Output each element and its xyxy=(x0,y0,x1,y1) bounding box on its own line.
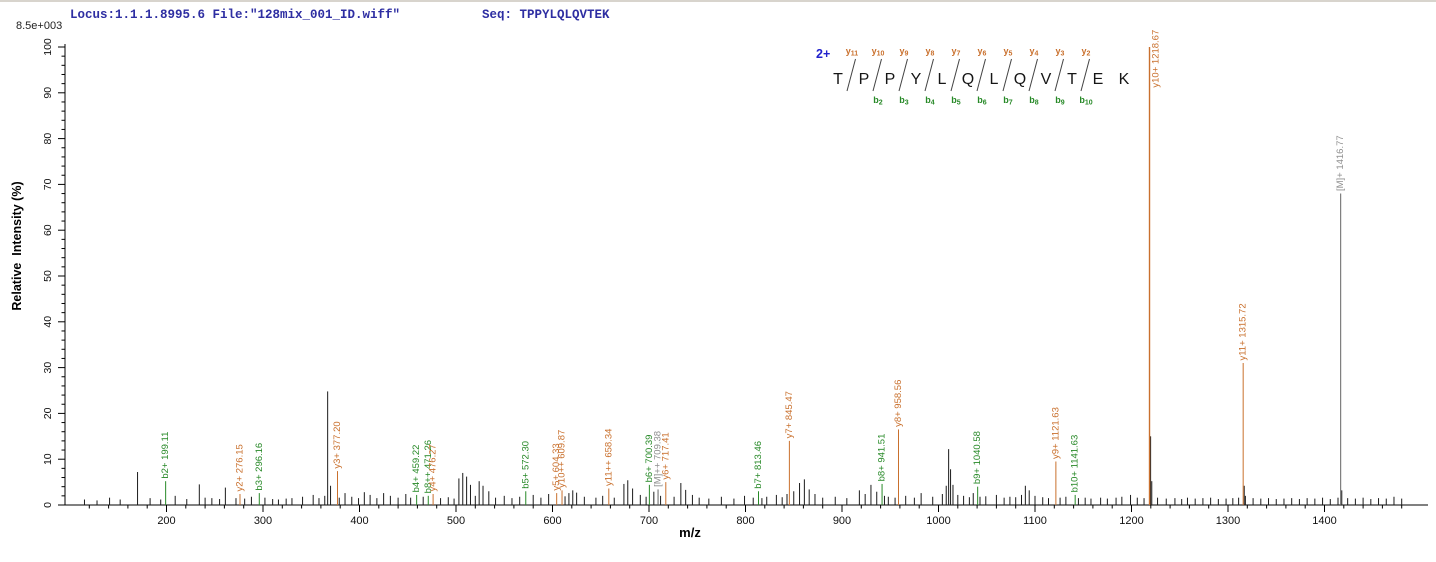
peak-label: b3+ 296.16 xyxy=(254,443,265,491)
x-tick-label: 200 xyxy=(157,515,175,527)
fragment-slash xyxy=(1054,58,1064,92)
y-ion-tag: y8 xyxy=(926,46,935,58)
charge-state-label: 2+ xyxy=(816,47,830,61)
b-ion-tag: b2 xyxy=(873,95,883,107)
b-ion-tag: b4 xyxy=(925,95,935,107)
peak-label: y10++ 609.87 xyxy=(557,430,568,488)
residue-letter: Q xyxy=(962,71,974,88)
fragment-slash xyxy=(898,58,908,92)
y-tick-label: 30 xyxy=(42,362,54,374)
residue-letter: L xyxy=(990,71,999,88)
peak-label: b4+ 459.22 xyxy=(411,445,422,493)
residue-letter: P xyxy=(885,71,896,88)
peak-label: b2+ 199.11 xyxy=(160,432,171,479)
y-ion-tag: y2 xyxy=(1082,46,1091,58)
y-tick-label: 60 xyxy=(42,224,54,236)
window-top-edge xyxy=(0,0,1436,2)
peak-label: y2+ 276.15 xyxy=(234,444,245,491)
x-tick-label: 1200 xyxy=(1119,515,1143,527)
peak-label: [M]++ 709.38 xyxy=(653,431,664,487)
peak-label: b8++ 471.26 xyxy=(423,440,434,493)
y-ion-tag: y5 xyxy=(1004,46,1013,58)
y-tick-label: 100 xyxy=(42,38,54,56)
fragment-slash xyxy=(924,58,934,92)
residue-letter: P xyxy=(859,71,870,88)
b-ion-tag: b6 xyxy=(977,95,987,107)
fragment-slash xyxy=(1002,58,1012,92)
fragment-slash xyxy=(950,58,960,92)
y-ion-tag: y9 xyxy=(900,46,909,58)
residue-letter: V xyxy=(1041,71,1052,88)
fragment-slash xyxy=(1080,58,1090,92)
residue-letter: Q xyxy=(1014,71,1026,88)
peak-label: y5+ 604.33 xyxy=(551,443,562,490)
y-tick-label: 80 xyxy=(42,133,54,145)
x-tick-label: 1100 xyxy=(1023,515,1047,527)
peak-label: y9+ 1121.63 xyxy=(1050,407,1061,459)
y-ion-tag: y3 xyxy=(1056,46,1065,58)
residue-letter: K xyxy=(1119,71,1130,88)
fragment-slash xyxy=(976,58,986,92)
residue-letter: T xyxy=(833,71,843,88)
x-tick-label: 500 xyxy=(447,515,465,527)
y-tick-label: 0 xyxy=(42,502,54,508)
b-ion-tag: b9 xyxy=(1055,95,1065,107)
y-tick-label: 40 xyxy=(42,316,54,328)
x-tick-label: 800 xyxy=(736,515,754,527)
y-ion-tag: y4 xyxy=(1030,46,1039,58)
peak-label: y8+ 958.56 xyxy=(893,380,904,427)
intensity-axis-title: Relative Intensity (%) xyxy=(10,181,24,310)
peak-label: y7+ 845.47 xyxy=(784,391,795,438)
residue-letter: L xyxy=(938,71,947,88)
y-ion-tag: y10 xyxy=(872,46,885,58)
peak-label: b8+ 941.51 xyxy=(877,434,888,482)
peak-label: y3+ 377.20 xyxy=(332,421,343,468)
peak-label: b10+ 1141.63 xyxy=(1070,435,1081,493)
x-tick-label: 1000 xyxy=(926,515,950,527)
peak-label: y4+ 476.27 xyxy=(428,444,439,491)
y-tick-label: 70 xyxy=(42,178,54,190)
y-ion-tag: y6 xyxy=(978,46,987,58)
x-tick-label: 700 xyxy=(640,515,658,527)
y-ion-tag: y11 xyxy=(846,46,859,58)
residue-letter: Y xyxy=(911,71,922,88)
x-tick-label: 600 xyxy=(543,515,561,527)
peak-label: y10+ 1218.67 xyxy=(1151,30,1162,88)
residue-letter: E xyxy=(1093,71,1104,88)
b-ion-tag: b8 xyxy=(1029,95,1039,107)
peak-label: b7+ 813.46 xyxy=(753,441,764,489)
y-ion-tag: y7 xyxy=(952,46,961,58)
b-ion-tag: b3 xyxy=(899,95,909,107)
peak-label: y11+ 1315.72 xyxy=(1238,303,1249,360)
peak-label: y6+ 717.41 xyxy=(660,432,671,479)
sequence-label: Seq: TPPYLQLQVTEK xyxy=(482,8,610,22)
fragment-slash xyxy=(1028,58,1038,92)
x-tick-label: 300 xyxy=(254,515,272,527)
y-tick-label: 50 xyxy=(42,270,54,282)
max-intensity-label: 8.5e+003 xyxy=(16,20,63,32)
locus-file-label: Locus:1.1.1.8995.6 File:"128mix_001_ID.w… xyxy=(70,8,401,22)
y-tick-label: 20 xyxy=(42,407,54,419)
fragment-slash xyxy=(846,58,856,92)
x-tick-label: 400 xyxy=(350,515,368,527)
x-tick-label: 1400 xyxy=(1312,515,1336,527)
y-tick-label: 10 xyxy=(42,453,54,465)
peak-label: y11++ 658.34 xyxy=(603,429,614,486)
peak-label: [M]+ 1416.77 xyxy=(1335,135,1346,191)
b-ion-tag: b10 xyxy=(1079,95,1092,107)
x-tick-label: 900 xyxy=(833,515,851,527)
mz-axis-title: m/z xyxy=(679,525,701,540)
y-tick-label: 90 xyxy=(42,87,54,99)
b-ion-tag: b5 xyxy=(951,95,961,107)
peak-label: b5+ 572.30 xyxy=(520,441,531,489)
x-tick-label: 1300 xyxy=(1216,515,1240,527)
b-ion-tag: b7 xyxy=(1003,95,1013,107)
peak-label: b9+ 1040.58 xyxy=(972,431,983,484)
fragment-slash xyxy=(872,58,882,92)
residue-letter: T xyxy=(1067,71,1077,88)
peak-label: b6+ 700.39 xyxy=(644,435,655,483)
